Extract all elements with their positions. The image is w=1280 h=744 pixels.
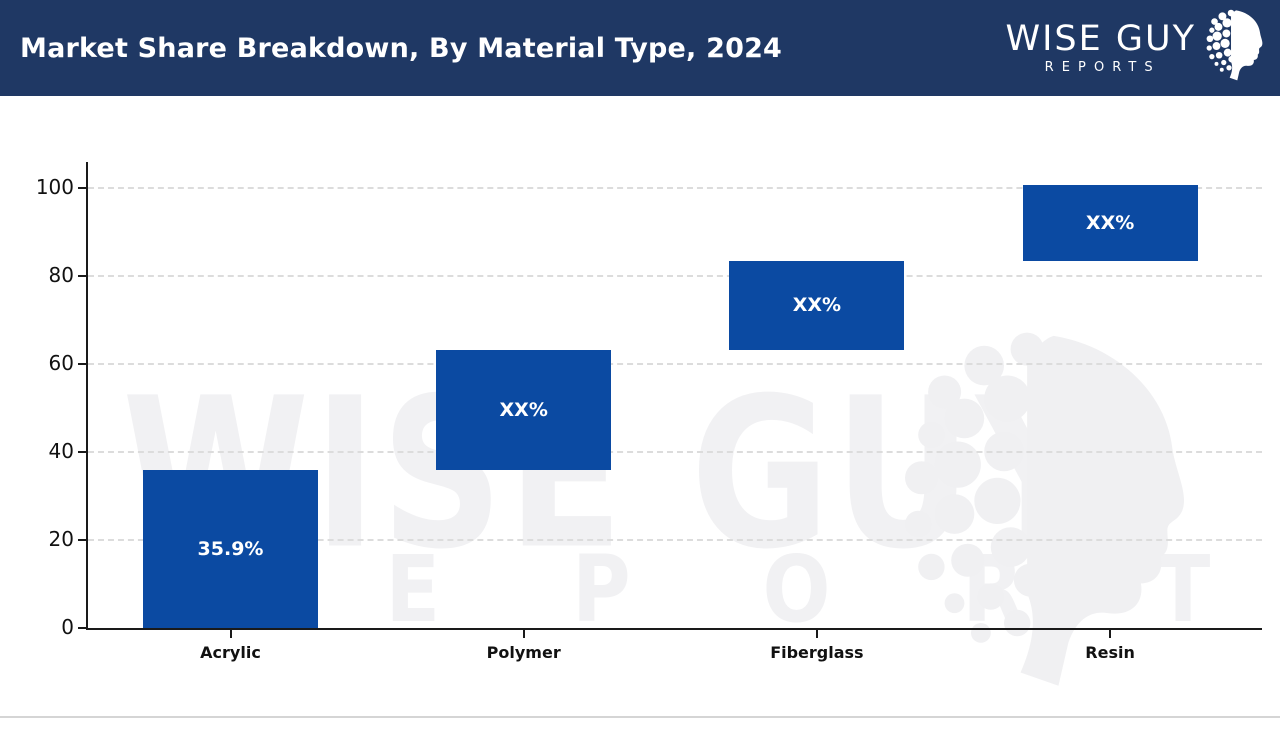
bar-resin: XX% (1022, 184, 1198, 262)
y-tick-mark-20 (78, 539, 86, 541)
y-tick-mark-60 (78, 363, 86, 365)
header-bar: Market Share Breakdown, By Material Type… (0, 0, 1280, 96)
y-tick-mark-40 (78, 451, 86, 453)
logo-text: WISE GUY REPORTS (1005, 19, 1196, 75)
bar-value-label-acrylic: 35.9% (197, 538, 264, 560)
bottom-divider (0, 716, 1280, 718)
y-tick-label-60: 60 (48, 351, 74, 375)
x-tick-label-acrylic: Acrylic (200, 643, 261, 662)
x-tick-label-resin: Resin (1085, 643, 1135, 662)
y-tick-label-100: 100 (35, 175, 74, 199)
y-tick-label-0: 0 (61, 615, 74, 639)
bar-value-label-fiberglass: XX% (792, 294, 842, 317)
bar-fiberglass: XX% (729, 261, 905, 350)
x-tick-mark-acrylic (229, 630, 232, 638)
x-tick-label-polymer: Polymer (486, 643, 561, 662)
page-title: Market Share Breakdown, By Material Type… (20, 32, 783, 64)
y-tick-label-40: 40 (48, 439, 74, 463)
logo-head-icon (1200, 6, 1266, 90)
bar-value-label-polymer: XX% (499, 398, 548, 421)
bar-value-label-resin: XX% (1085, 211, 1135, 234)
y-tick-label-20: 20 (48, 527, 74, 551)
y-tick-mark-0 (78, 627, 86, 629)
bar-polymer: XX% (436, 349, 612, 471)
y-axis-line (86, 162, 88, 630)
x-tick-mark-polymer (522, 630, 525, 638)
y-tick-mark-100 (78, 187, 86, 189)
gridline-40 (88, 451, 1262, 453)
gridline-80 (88, 275, 1262, 277)
x-tick-mark-resin (1109, 630, 1112, 638)
bar-acrylic: 35.9% (143, 470, 318, 628)
logo-wordmark: WISE GUY (1005, 19, 1196, 59)
x-axis-line (86, 628, 1262, 630)
y-tick-mark-80 (78, 275, 86, 277)
y-tick-label-80: 80 (48, 263, 74, 287)
watermark-head-icon (872, 304, 1202, 744)
logo-subtitle: REPORTS (1044, 60, 1161, 75)
wise-guy-reports-logo: WISE GUY REPORTS (1005, 6, 1266, 90)
gridline-60 (88, 363, 1262, 365)
x-tick-label-fiberglass: Fiberglass (770, 643, 864, 662)
chart-canvas: WISE GUY R E P O R T S 02040608010035.9%… (0, 96, 1280, 717)
gridline-20 (88, 539, 1262, 541)
gridline-100 (88, 187, 1262, 189)
x-tick-mark-fiberglass (815, 630, 818, 638)
